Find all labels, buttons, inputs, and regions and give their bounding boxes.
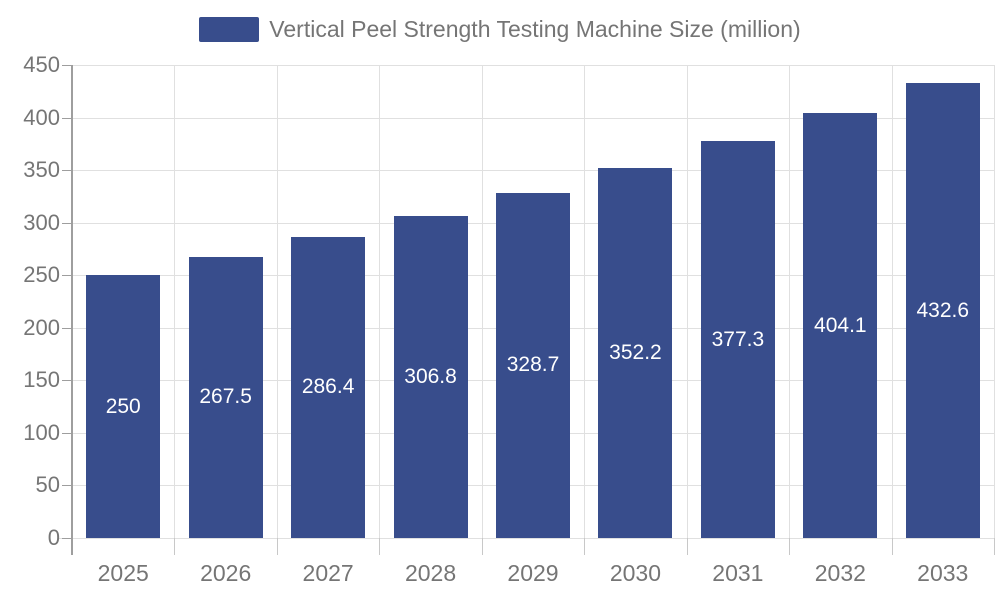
gridline-vertical	[789, 65, 791, 538]
x-axis-tick	[789, 538, 791, 555]
y-axis-tick	[62, 380, 71, 382]
x-axis-category-label: 2033	[917, 560, 969, 586]
y-axis-tick	[62, 275, 71, 277]
gridline-vertical	[379, 65, 381, 538]
bar-value-label: 250	[105, 394, 141, 418]
bar: 286.4	[291, 236, 366, 538]
y-axis-tick	[62, 538, 71, 539]
bar-value-label: 306.8	[404, 364, 457, 388]
x-axis-category-label: 2029	[507, 560, 559, 586]
gridline-horizontal	[72, 117, 994, 119]
y-axis-tick	[62, 170, 71, 172]
x-axis-category-label: 2030	[609, 560, 662, 586]
gridline-vertical	[994, 65, 995, 538]
gridline-vertical	[584, 65, 586, 538]
gridline-vertical	[174, 65, 176, 538]
bar-value-label: 267.5	[199, 385, 252, 409]
gridline-horizontal	[72, 170, 994, 172]
x-axis-category-label: 2025	[97, 560, 149, 586]
y-axis-tick	[62, 222, 71, 224]
x-axis-tick	[276, 538, 278, 555]
x-axis-category-label: 2031	[712, 560, 764, 586]
legend-label: Vertical Peel Strength Testing Machine S…	[269, 16, 801, 42]
bar-value-label: 404.1	[814, 313, 867, 337]
y-axis-tick	[62, 327, 71, 329]
gridline-vertical	[276, 65, 278, 538]
y-axis-tick	[62, 485, 71, 487]
y-axis-tick-label: 450	[23, 52, 60, 77]
legend-swatch-icon	[199, 17, 260, 42]
bar-value-label: 328.7	[506, 353, 560, 377]
bar-value-label: 286.4	[301, 375, 355, 399]
y-axis-tick-label: 50	[35, 472, 60, 498]
plot-area: 0 50 100 150 200 250 300 350 400 450 250 2025 267.5 2…	[23, 52, 995, 586]
x-axis-category-label: 2032	[814, 560, 866, 586]
x-axis-tick	[481, 538, 483, 555]
y-axis-tick-label: 100	[23, 419, 60, 445]
x-axis-tick	[174, 538, 176, 555]
y-axis-tick-label: 150	[23, 367, 60, 393]
x-axis-category-label: 2028	[404, 560, 457, 586]
y-axis-tick-label: 300	[23, 209, 60, 235]
y-axis-tick-label: 350	[23, 157, 60, 183]
bar: 432.6	[905, 83, 980, 538]
y-axis-tick-label: 250	[23, 262, 60, 288]
bar: 377.3	[700, 141, 775, 538]
y-axis-tick	[62, 117, 71, 119]
x-axis-line	[58, 538, 994, 539]
x-axis-category-label: 2027	[302, 560, 354, 586]
y-axis-tick	[62, 432, 71, 434]
bar: 404.1	[803, 113, 878, 538]
bar: 352.2	[598, 167, 673, 538]
bar-value-label: 352.2	[609, 340, 662, 364]
gridline-vertical	[891, 65, 893, 538]
bar: 306.8	[393, 215, 468, 538]
bar-value-label: 377.3	[711, 327, 765, 351]
bar: 250	[86, 275, 161, 538]
x-axis-tick	[994, 538, 995, 555]
x-axis-tick	[584, 538, 586, 555]
x-axis-tick	[891, 538, 893, 555]
x-axis-tick	[379, 538, 381, 555]
x-axis-category-label: 2026	[200, 560, 252, 586]
y-axis-tick-label: 200	[23, 314, 60, 340]
y-axis-tick-label: 0	[47, 525, 60, 550]
gridline-vertical	[686, 65, 688, 538]
gridline-horizontal	[72, 65, 994, 66]
x-axis-tick	[686, 538, 688, 555]
gridline-vertical	[481, 65, 483, 538]
legend-item[interactable]: Vertical Peel Strength Testing Machine S…	[0, 16, 1000, 43]
bar: 328.7	[496, 192, 570, 538]
y-axis-tick	[62, 65, 71, 66]
bar-value-label: 432.6	[916, 298, 970, 322]
y-axis-tick-label: 400	[23, 104, 60, 130]
y-axis-line	[71, 65, 73, 555]
bar: 267.5	[188, 256, 263, 538]
